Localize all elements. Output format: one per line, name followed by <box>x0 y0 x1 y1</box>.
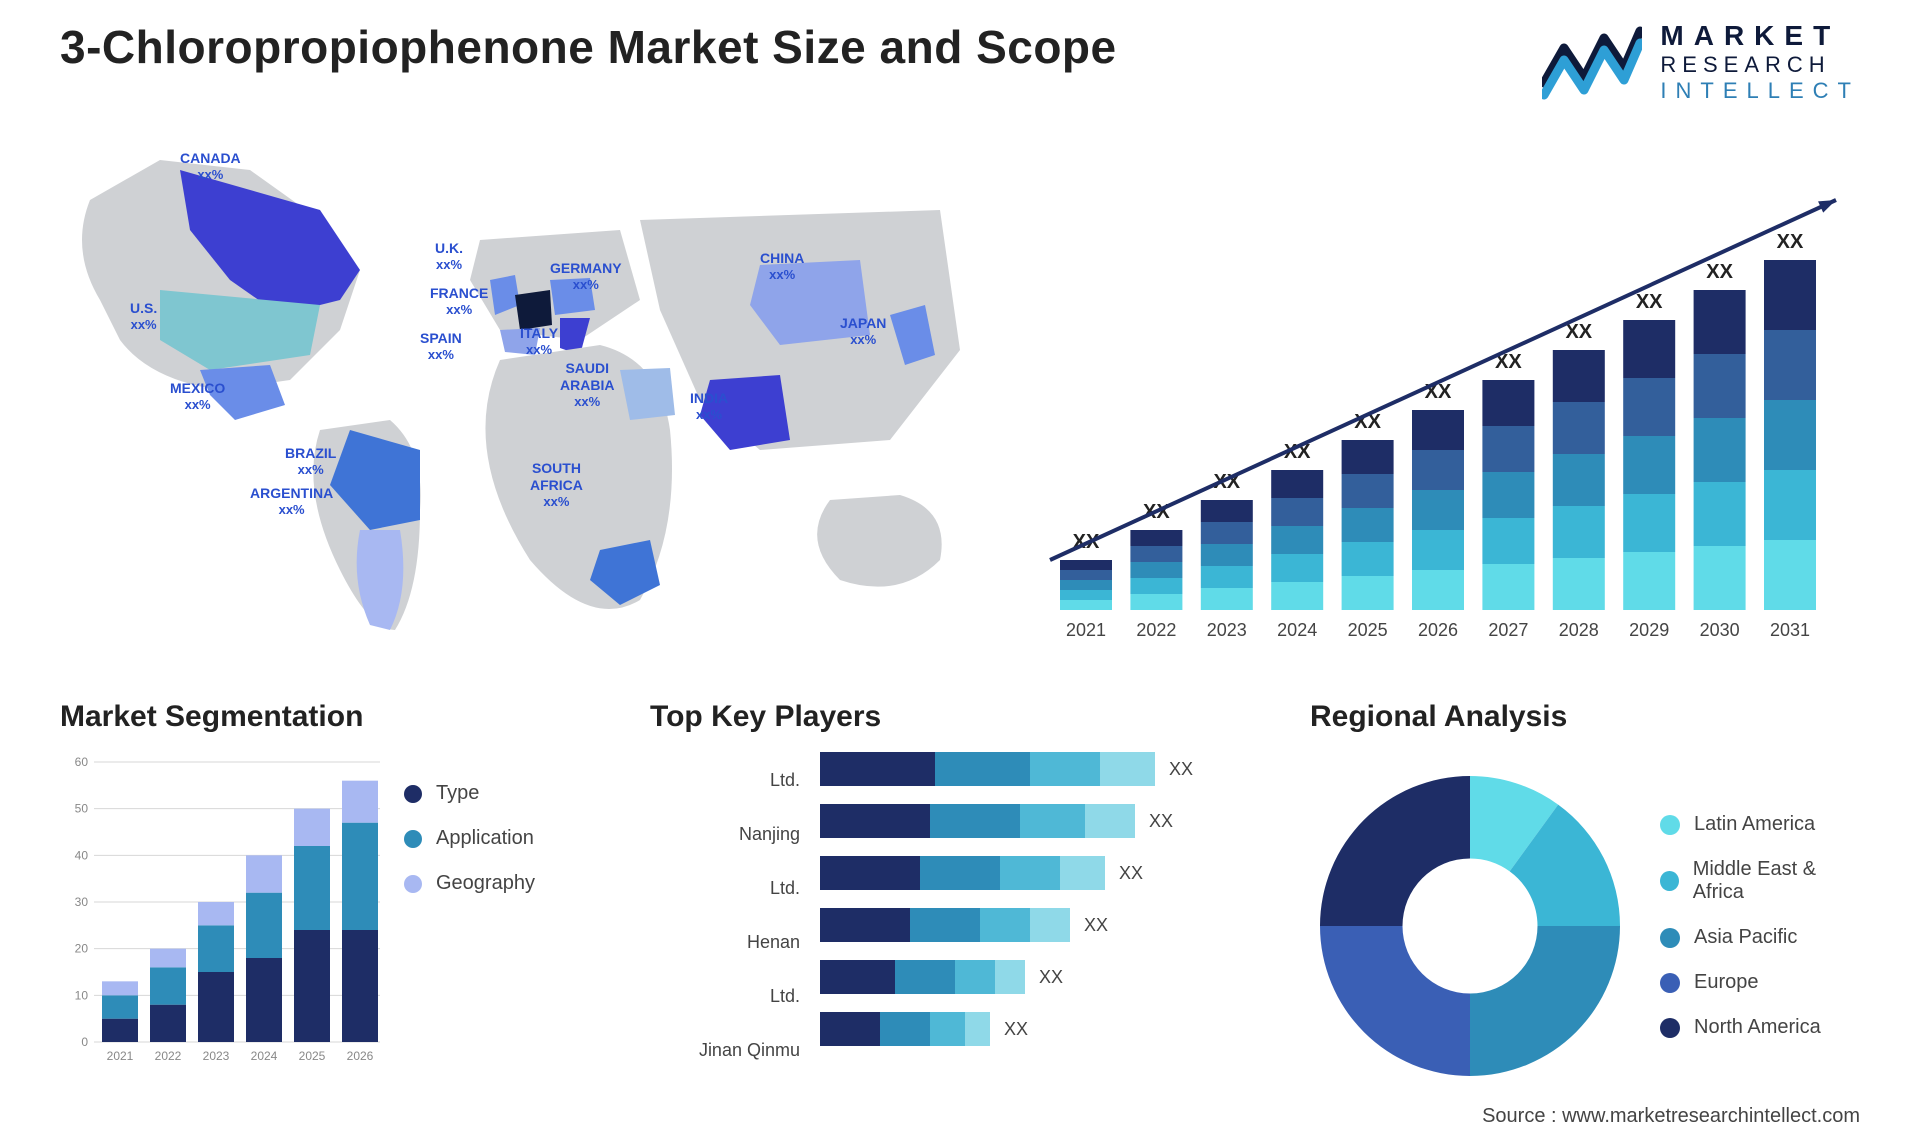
segmentation-title: Market Segmentation <box>60 700 620 734</box>
svg-text:XX: XX <box>1777 231 1804 253</box>
map-label: SOUTHAFRICAxx% <box>530 460 583 509</box>
key-player-value: XX <box>1039 960 1063 994</box>
svg-text:2027: 2027 <box>1488 620 1528 640</box>
segmentation-panel: Market Segmentation 0 10 20 30 40 50 60 2021 202… <box>60 700 620 1100</box>
regional-legend-item: Latin America <box>1660 813 1860 836</box>
key-players-panel: Top Key Players Ltd.NanjingLtd.HenanLtd.… <box>650 700 1280 1100</box>
key-player-bar: XX <box>820 960 1025 994</box>
svg-text:2028: 2028 <box>1559 620 1599 640</box>
map-label: JAPANxx% <box>840 315 886 347</box>
key-player-label: Nanjing <box>650 814 800 854</box>
key-player-bar: XX <box>820 804 1135 838</box>
regional-legend-item: Asia Pacific <box>1660 926 1860 949</box>
key-players-bars: XXXXXXXXXXXX <box>820 752 1280 1064</box>
key-player-value: XX <box>1119 856 1143 890</box>
logo-line1: MARKET <box>1660 20 1860 52</box>
svg-text:50: 50 <box>75 802 89 816</box>
map-label: ARGENTINAxx% <box>250 485 333 517</box>
svg-text:XX: XX <box>1565 321 1592 343</box>
growth-chart: XX2021XX2022XX2023XX2024XX2025XX2026XX20… <box>1020 130 1860 670</box>
regional-panel: Regional Analysis Latin America Middle Ea… <box>1310 700 1860 1100</box>
svg-text:2022: 2022 <box>1136 620 1176 640</box>
map-label: BRAZILxx% <box>285 445 336 477</box>
key-player-value: XX <box>1084 908 1108 942</box>
svg-text:0: 0 <box>81 1035 88 1049</box>
svg-text:2021: 2021 <box>107 1049 134 1063</box>
key-players-title: Top Key Players <box>650 700 1280 734</box>
logo-line3: INTELLECT <box>1660 78 1860 104</box>
svg-text:2026: 2026 <box>347 1049 374 1063</box>
svg-text:2021: 2021 <box>1066 620 1106 640</box>
map-label: CANADAxx% <box>180 150 241 182</box>
map-label: SAUDIARABIAxx% <box>560 360 614 409</box>
key-player-label: Ltd. <box>650 760 800 800</box>
svg-text:2025: 2025 <box>1348 620 1388 640</box>
svg-text:40: 40 <box>75 848 89 862</box>
key-player-value: XX <box>1169 752 1193 786</box>
key-player-bar: XX <box>820 752 1155 786</box>
source-text: Source : www.marketresearchintellect.com <box>1482 1105 1860 1128</box>
key-players-labels: Ltd. Nanjing Ltd. Henan Ltd. Jinan Qinmu <box>650 752 800 1100</box>
regional-legend: Latin America Middle East & Africa Asia Pa… <box>1660 813 1860 1039</box>
world-map: CANADAxx% U.S.xx% MEXICOxx% BRAZILxx% ARGENT… <box>60 130 980 670</box>
map-label: U.S.xx% <box>130 300 157 332</box>
key-player-label: Jinan Qinmu <box>650 1030 800 1070</box>
map-label: FRANCExx% <box>430 285 488 317</box>
map-label: U.K.xx% <box>435 240 463 272</box>
svg-text:2022: 2022 <box>155 1049 182 1063</box>
segmentation-legend-item: Geography <box>404 872 620 895</box>
map-label: GERMANYxx% <box>550 260 622 292</box>
key-player-value: XX <box>1149 804 1173 838</box>
logo-line2: RESEARCH <box>1660 52 1860 78</box>
svg-text:60: 60 <box>75 755 89 769</box>
svg-text:2024: 2024 <box>251 1049 278 1063</box>
map-label: ITALYxx% <box>520 325 558 357</box>
regional-title: Regional Analysis <box>1310 700 1860 734</box>
logo-mark-icon <box>1542 23 1642 101</box>
svg-text:XX: XX <box>1706 261 1733 283</box>
svg-text:2023: 2023 <box>203 1049 230 1063</box>
page-title: 3-Chloropropiophenone Market Size and Sc… <box>60 20 1117 74</box>
key-player-label: Ltd. <box>650 976 800 1016</box>
svg-text:2024: 2024 <box>1277 620 1317 640</box>
key-player-bar: XX <box>820 856 1105 890</box>
svg-text:10: 10 <box>75 988 89 1002</box>
svg-text:2031: 2031 <box>1770 620 1810 640</box>
regional-legend-item: Middle East & Africa <box>1660 858 1860 904</box>
regional-donut <box>1310 766 1630 1086</box>
key-player-bar: XX <box>820 1012 990 1046</box>
svg-text:20: 20 <box>75 942 89 956</box>
regional-legend-item: North America <box>1660 1016 1860 1039</box>
header: 3-Chloropropiophenone Market Size and Sc… <box>60 20 1860 130</box>
key-player-value: XX <box>1004 1012 1028 1046</box>
svg-text:2023: 2023 <box>1207 620 1247 640</box>
svg-text:2029: 2029 <box>1629 620 1669 640</box>
svg-text:2026: 2026 <box>1418 620 1458 640</box>
map-label: MEXICOxx% <box>170 380 225 412</box>
key-player-label: Ltd. <box>650 868 800 908</box>
key-player-bar: XX <box>820 908 1070 942</box>
segmentation-legend: Type Application Geography <box>404 752 620 1100</box>
key-player-label: Henan <box>650 922 800 962</box>
segmentation-legend-item: Type <box>404 782 620 805</box>
segmentation-legend-item: Application <box>404 827 620 850</box>
map-label: CHINAxx% <box>760 250 804 282</box>
logo-text: MARKET RESEARCH INTELLECT <box>1660 20 1860 104</box>
svg-text:2030: 2030 <box>1700 620 1740 640</box>
map-label: SPAINxx% <box>420 330 462 362</box>
logo: MARKET RESEARCH INTELLECT <box>1542 20 1860 104</box>
map-label: INDIAxx% <box>690 390 728 422</box>
svg-text:30: 30 <box>75 895 89 909</box>
svg-text:2025: 2025 <box>299 1049 326 1063</box>
svg-text:XX: XX <box>1636 291 1663 313</box>
regional-legend-item: Europe <box>1660 971 1860 994</box>
segmentation-chart: 0 10 20 30 40 50 60 2021 2022 2023 2024 2025 2026 <box>60 752 380 1100</box>
